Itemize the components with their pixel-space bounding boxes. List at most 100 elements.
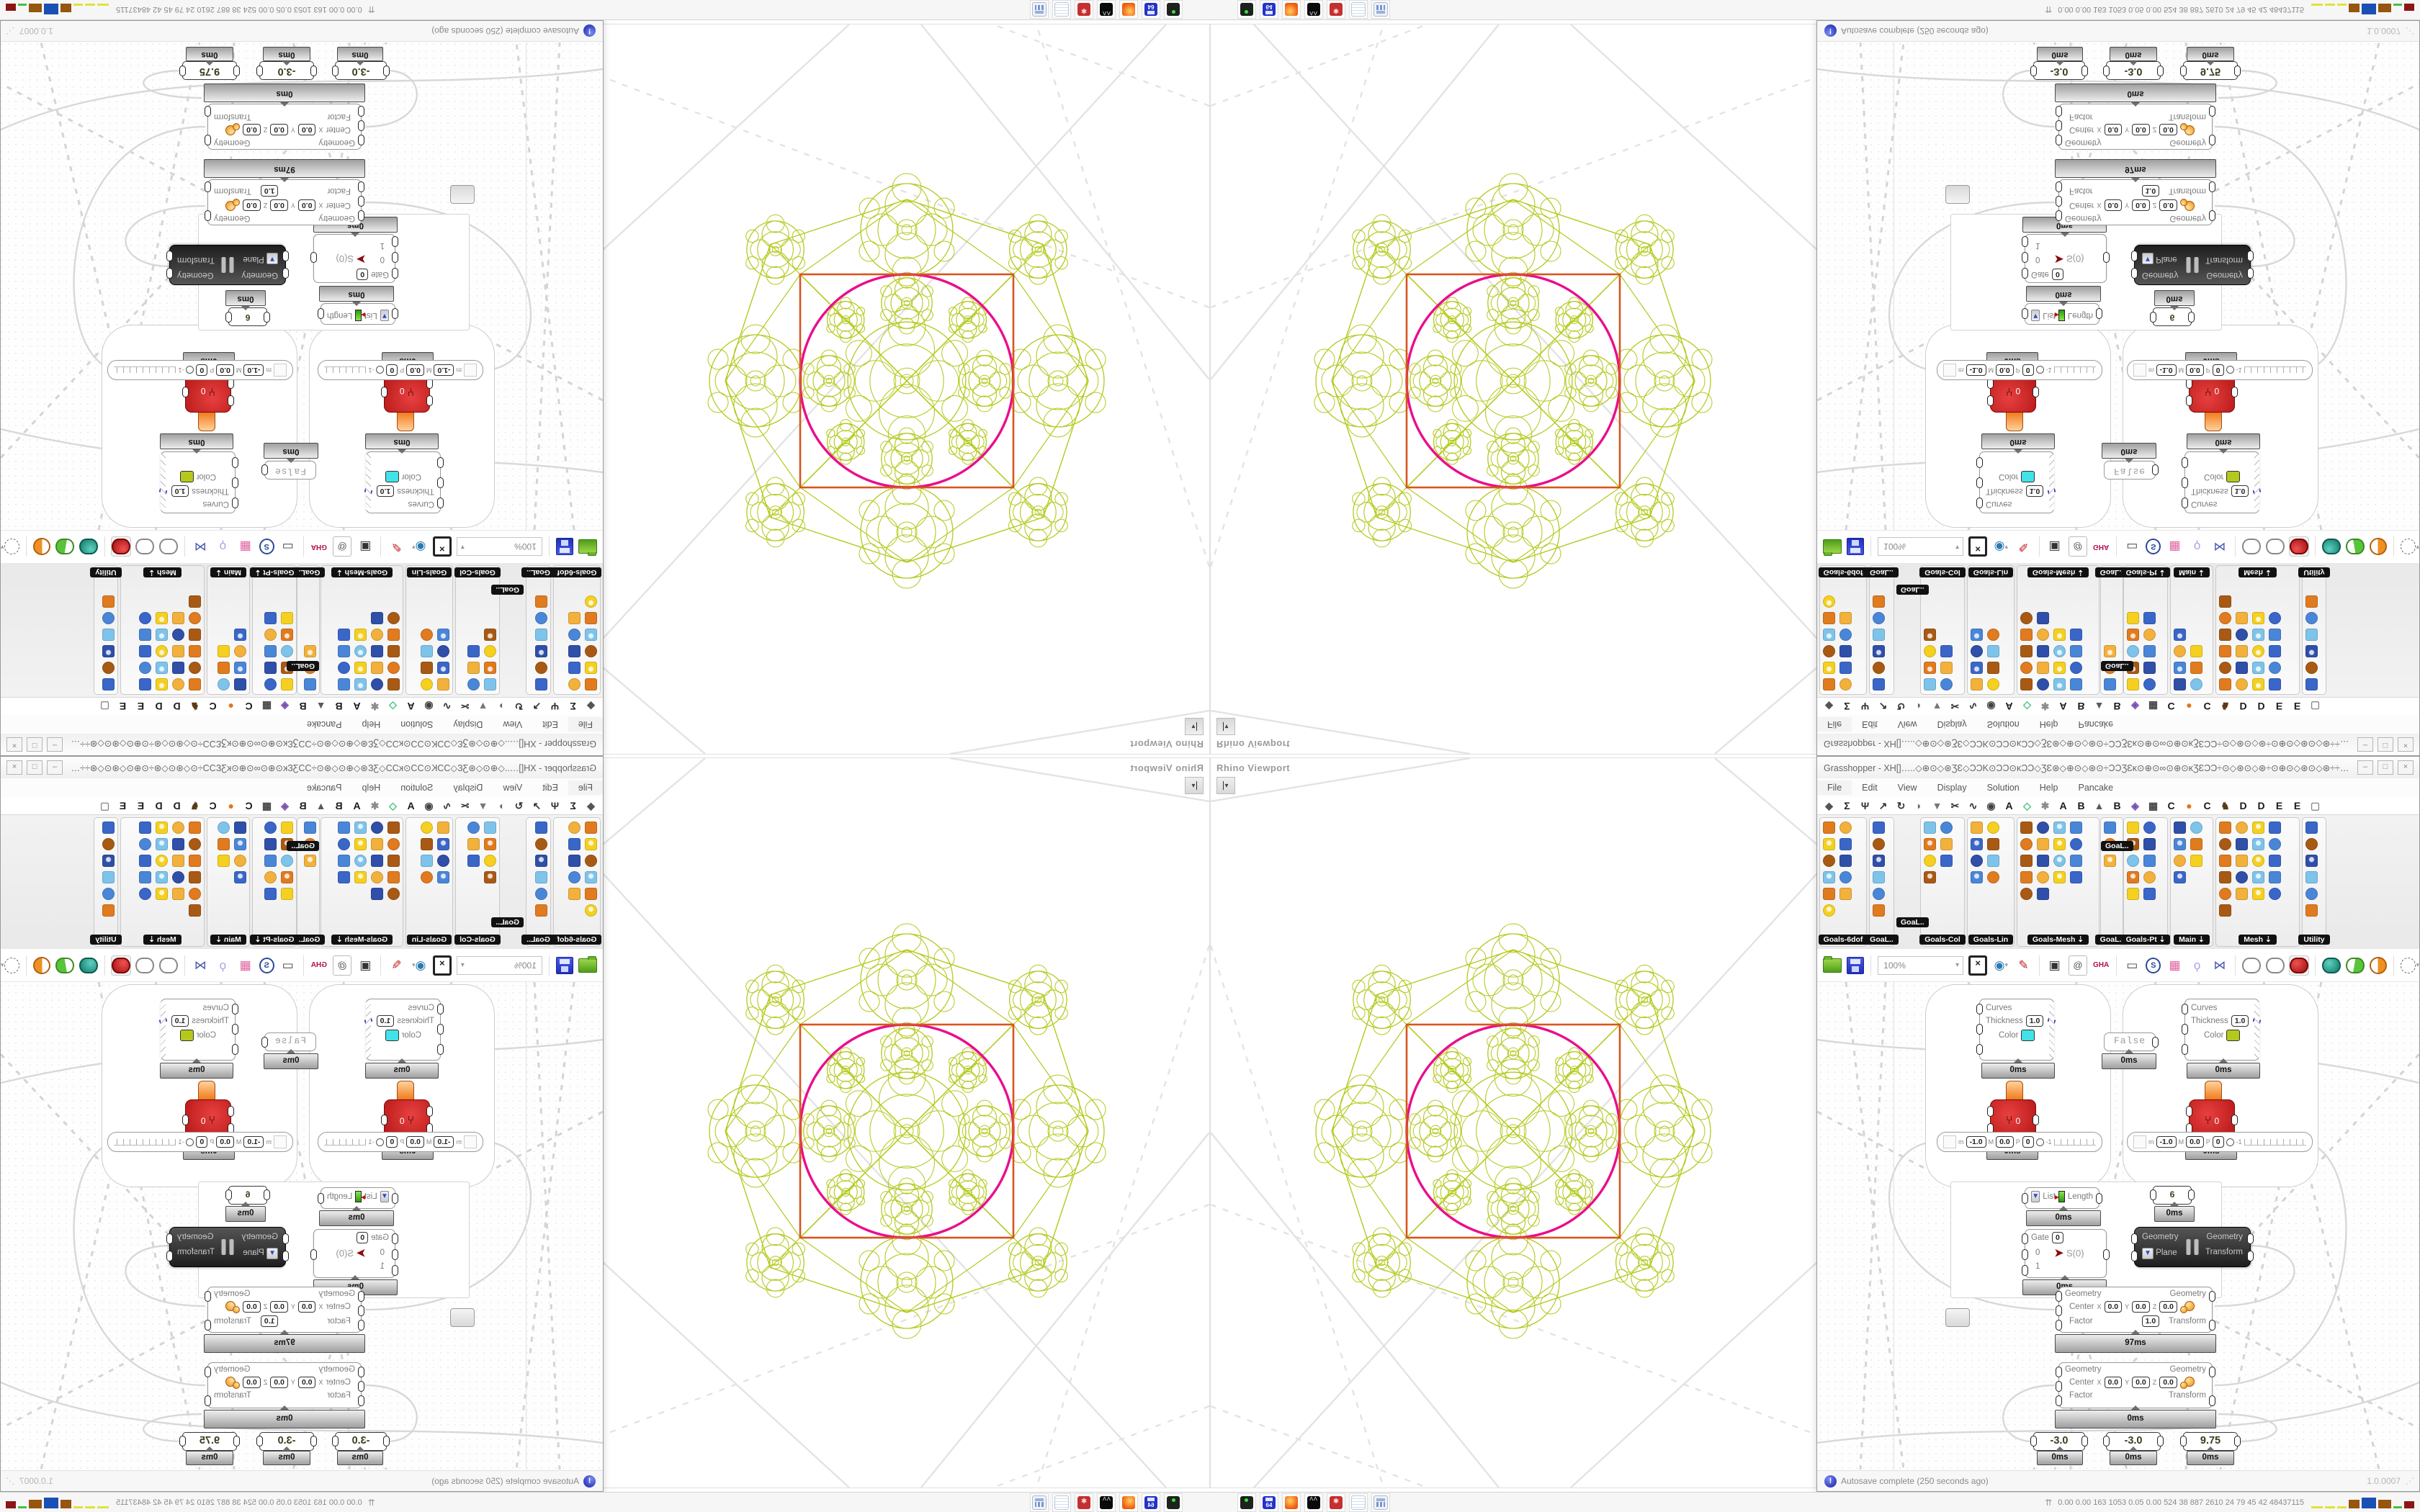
input-port[interactable] (2182, 498, 2188, 508)
input-port[interactable] (264, 312, 270, 323)
menu-item-view[interactable]: View (1897, 719, 1917, 729)
palette-icon[interactable] (387, 838, 400, 850)
palette-icon[interactable] (1940, 645, 1953, 657)
palette-icon[interactable] (2053, 855, 2066, 867)
input-port[interactable] (2150, 1189, 2156, 1200)
slider-knob[interactable] (376, 366, 385, 374)
firefox-icon[interactable] (1119, 1493, 1138, 1512)
input-port[interactable] (437, 1024, 444, 1035)
input-port[interactable] (2056, 181, 2062, 192)
down-arrow-icon[interactable]: ▼ (2031, 310, 2040, 321)
palette-icon[interactable] (2174, 662, 2186, 674)
palette-icon[interactable] (102, 822, 115, 834)
palette-icon[interactable] (1987, 822, 1999, 834)
input-port[interactable] (2131, 1233, 2138, 1244)
component-tab[interactable]: ∿ (1968, 799, 1978, 811)
firefox-icon[interactable] (1119, 0, 1138, 19)
palette-icon[interactable] (2053, 822, 2066, 834)
palette-icon[interactable] (1987, 629, 1999, 641)
palette-floating-label[interactable]: GoaL.. (287, 661, 319, 671)
component-tab[interactable]: ✱ (2040, 799, 2050, 811)
value-box[interactable]: 0 (196, 364, 208, 376)
palette-icon[interactable] (354, 855, 367, 867)
output-port[interactable] (2103, 1249, 2110, 1260)
input-port[interactable] (2182, 1004, 2188, 1014)
value-box[interactable]: 0.0 (270, 1377, 288, 1388)
palette-icon[interactable] (218, 838, 230, 850)
palette-icon[interactable] (1924, 822, 1936, 834)
palette-icon[interactable] (421, 822, 433, 834)
palette-icon[interactable] (371, 678, 383, 690)
component-tab[interactable]: ↻ (514, 799, 524, 811)
floating-tag-node[interactable] (1945, 185, 1970, 204)
palette-icon[interactable] (2236, 822, 2248, 834)
notepad-icon[interactable] (1349, 0, 1368, 19)
preview-sphere-button[interactable] (2369, 538, 2387, 557)
palette-group-label[interactable]: Main ⇣ (2174, 935, 2210, 945)
open-file-button[interactable] (1823, 955, 1842, 975)
component-tab[interactable]: ✂ (1950, 701, 1960, 713)
palette-icon[interactable] (2127, 678, 2139, 690)
preview-sphere-button[interactable] (33, 538, 51, 557)
scale-node[interactable]: Geometry Geometry Center X 0.0 Y 0.0 Z 0.0 F… (205, 104, 364, 150)
grasshopper-titlebar[interactable]: Grasshopper - XH[]…..◇⊕⊙◇⊛ƷƐ◇ƆƆΚ⊙ƆƆ⊙κƆƆ◇… (1, 733, 603, 755)
minimize-button[interactable]: – (2357, 760, 2373, 775)
input-port[interactable] (233, 66, 240, 76)
palette-icon[interactable] (139, 871, 151, 883)
palette-group-label[interactable]: Goals-Col (454, 567, 501, 577)
open-file-button[interactable] (1823, 538, 1842, 557)
palette-icon[interactable] (1873, 838, 1885, 850)
palette-icon[interactable] (139, 629, 151, 641)
red-app-icon[interactable] (1327, 1493, 1345, 1512)
palette-icon[interactable] (2305, 662, 2318, 674)
component-tab[interactable]: ↻ (514, 701, 524, 713)
palette-icon[interactable] (2219, 645, 2231, 657)
grasshopper-titlebar[interactable]: Grasshopper - XH[]…..◇⊕⊙◇⊛ƷƐ◇ƆƆΚ⊙ƆƆ⊙κƆƆ◇… (1, 757, 603, 779)
input-port[interactable] (2056, 1381, 2062, 1392)
palette-icon[interactable] (2219, 595, 2231, 608)
palette-icon[interactable] (2143, 678, 2156, 690)
color-swatch[interactable] (179, 471, 194, 482)
palette-group-label[interactable]: GoaL.. (1865, 567, 1899, 577)
output-port[interactable] (2231, 387, 2238, 397)
palette-icon[interactable] (234, 678, 246, 690)
palette-group-label[interactable]: Utility (90, 935, 122, 945)
package-button[interactable]: ▦ (239, 540, 251, 554)
palette-icon[interactable] (467, 678, 480, 690)
palette-icon[interactable] (281, 822, 293, 834)
palette-icon[interactable] (535, 645, 547, 657)
palette-icon[interactable] (2305, 838, 2318, 850)
value-box[interactable]: 0.0 (406, 1136, 424, 1148)
component-tab[interactable]: A (2005, 800, 2013, 811)
palette-icon[interactable] (189, 888, 201, 900)
value-box[interactable]: -1.0 (2156, 1136, 2177, 1148)
calculator-icon[interactable] (1030, 1493, 1049, 1512)
value-box[interactable]: 0.0 (270, 124, 288, 135)
palette-group-label[interactable]: Utility (2298, 935, 2330, 945)
palette-icon[interactable] (102, 838, 115, 850)
palette-icon[interactable] (2037, 871, 2049, 883)
output-port[interactable] (205, 135, 211, 145)
palette-icon[interactable] (1873, 678, 1885, 690)
palette-icon[interactable] (585, 612, 597, 624)
value-box[interactable]: -1.0 (243, 1136, 264, 1148)
input-port[interactable] (2022, 1249, 2028, 1260)
palette-icon[interactable] (1839, 629, 1852, 641)
menu-item-help[interactable]: Help (2039, 783, 2058, 793)
palette-icon[interactable] (2053, 662, 2066, 674)
slider-rail[interactable] (2053, 1138, 2096, 1146)
input-port[interactable] (2030, 1436, 2037, 1446)
value-box[interactable]: 0 (2212, 364, 2224, 376)
palette-icon[interactable] (1971, 629, 1983, 641)
red-app-icon[interactable] (1075, 1493, 1093, 1512)
palette-icon[interactable] (1940, 838, 1953, 850)
palette-icon[interactable] (189, 678, 201, 690)
value-box[interactable]: -1.0 (434, 1136, 454, 1148)
component-tab[interactable]: D (173, 701, 181, 712)
viewport-dropdown[interactable]: ▾ (1185, 718, 1204, 735)
component-tab[interactable]: E (2293, 701, 2301, 712)
palette-icon[interactable] (172, 838, 184, 850)
component-tab[interactable]: ▦ (261, 701, 272, 713)
